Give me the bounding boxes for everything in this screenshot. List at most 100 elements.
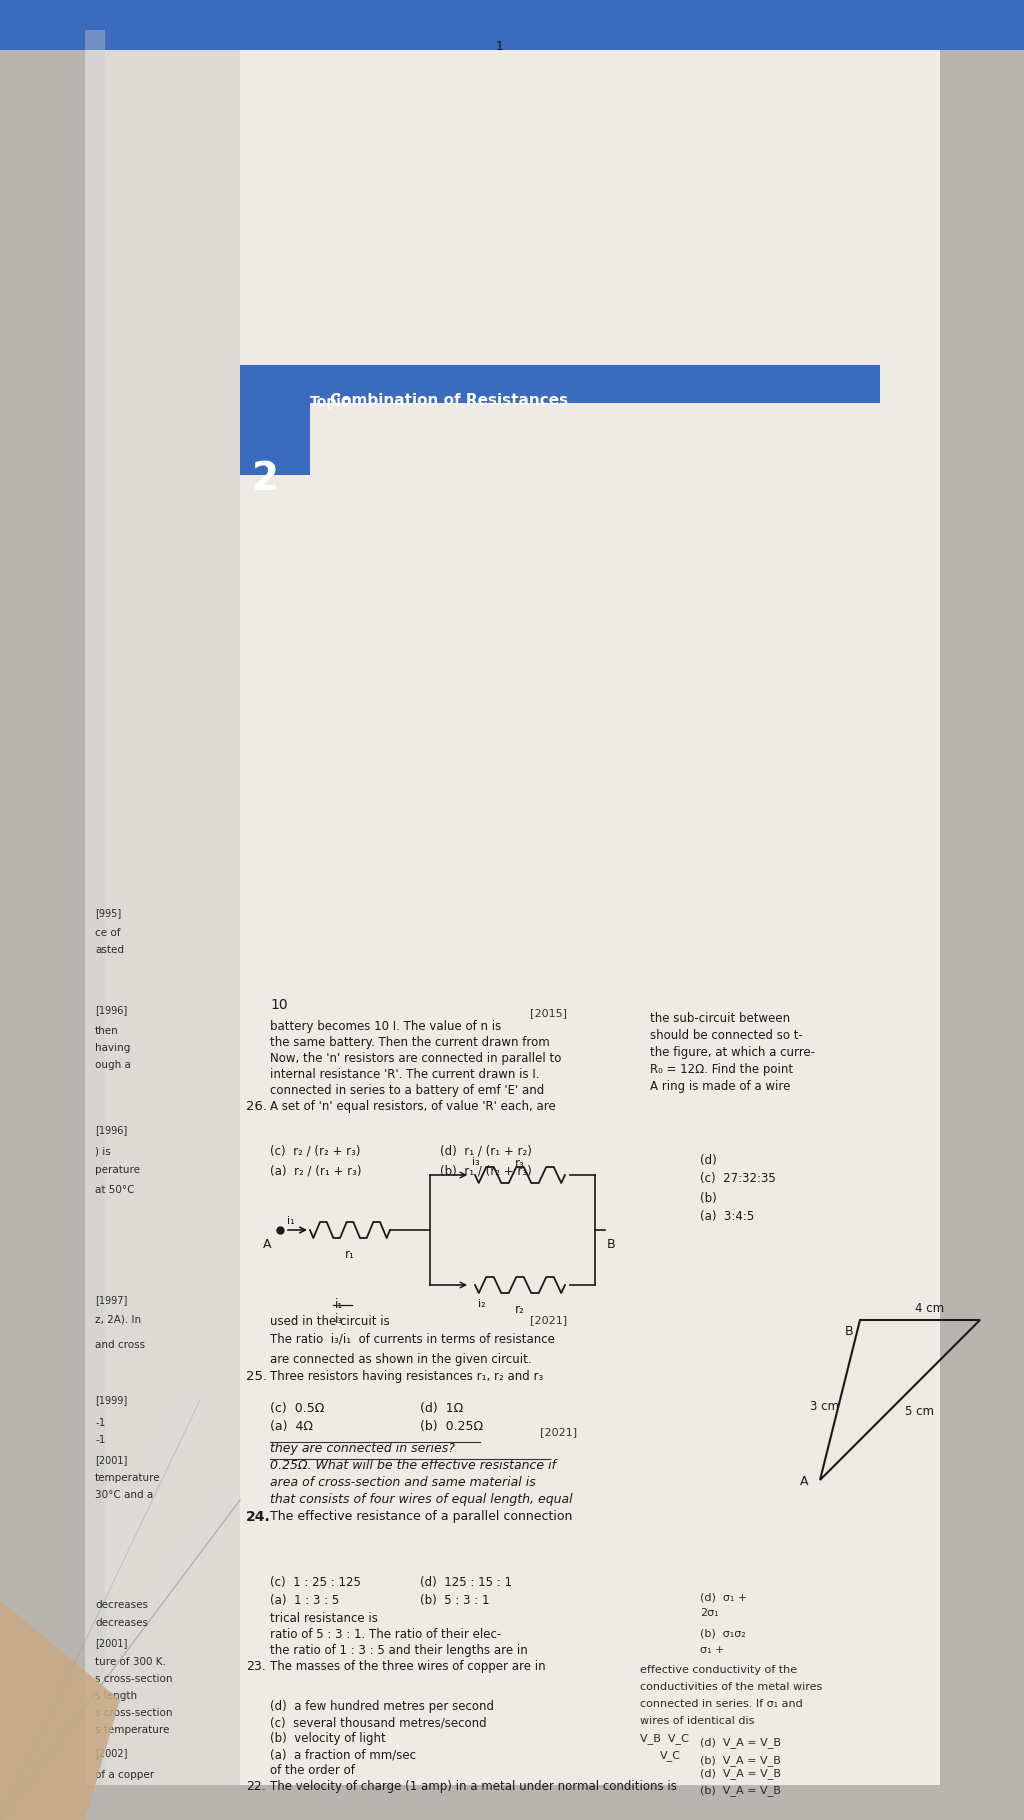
- Text: r₃: r₃: [515, 1158, 525, 1170]
- Text: Three resistors having resistances r₁, r₂ and r₃: Three resistors having resistances r₁, r…: [270, 1370, 544, 1383]
- Text: (a)  r₂ / (r₁ + r₃): (a) r₂ / (r₁ + r₃): [270, 1165, 361, 1178]
- Text: at 50°C: at 50°C: [95, 1185, 134, 1196]
- Text: 4 cm: 4 cm: [915, 1301, 944, 1316]
- Text: (d): (d): [700, 1154, 717, 1167]
- Text: (b)  V_A = V_B: (b) V_A = V_B: [700, 1785, 781, 1796]
- Text: ture of 300 K.: ture of 300 K.: [95, 1656, 166, 1667]
- Text: The velocity of charge (1 amp) in a metal under normal conditions is: The velocity of charge (1 amp) in a meta…: [270, 1780, 677, 1793]
- Text: decreases: decreases: [95, 1618, 148, 1629]
- Text: Combination of Resistances: Combination of Resistances: [330, 393, 568, 408]
- Text: -1: -1: [95, 1418, 105, 1429]
- Text: should be connected so t-: should be connected so t-: [650, 1028, 803, 1043]
- Text: wires of identical dis: wires of identical dis: [640, 1716, 755, 1725]
- Text: (b)  σ₁σ₂: (b) σ₁σ₂: [700, 1629, 745, 1638]
- Text: 25.: 25.: [246, 1370, 267, 1383]
- Text: asted: asted: [95, 945, 124, 956]
- Text: the sub-circuit between: the sub-circuit between: [650, 1012, 791, 1025]
- Text: σ₁ +: σ₁ +: [700, 1645, 724, 1654]
- Text: (a)  3:4:5: (a) 3:4:5: [700, 1210, 755, 1223]
- Text: having: having: [95, 1043, 130, 1054]
- Text: (d)  V_A = V_B: (d) V_A = V_B: [700, 1736, 781, 1747]
- Text: [2002]: [2002]: [95, 1747, 128, 1758]
- Text: (b): (b): [700, 1192, 717, 1205]
- Bar: [240, 395, 310, 475]
- Text: perature: perature: [95, 1165, 140, 1176]
- Text: The ratio  i₃/i₁  of currents in terms of resistance: The ratio i₃/i₁ of currents in terms of …: [270, 1332, 555, 1347]
- Text: (b)  V_A = V_B: (b) V_A = V_B: [700, 1754, 781, 1765]
- Text: [1996]: [1996]: [95, 1125, 127, 1136]
- Text: s temperature: s temperature: [95, 1725, 169, 1734]
- Text: (a)  a fraction of mm/sec: (a) a fraction of mm/sec: [270, 1747, 416, 1762]
- Text: [2015]: [2015]: [530, 1008, 567, 1017]
- Text: that consists of four wires of equal length, equal: that consists of four wires of equal len…: [270, 1492, 572, 1505]
- Text: 0.25Ω. What will be the effective resistance if: 0.25Ω. What will be the effective resist…: [270, 1460, 556, 1472]
- Text: area of cross-section and same material is: area of cross-section and same material …: [270, 1476, 536, 1489]
- Text: B: B: [845, 1325, 854, 1338]
- Text: (c)  r₂ / (r₂ + r₃): (c) r₂ / (r₂ + r₃): [270, 1145, 360, 1158]
- Text: s cross-section: s cross-section: [95, 1707, 172, 1718]
- Text: (a)  4Ω: (a) 4Ω: [270, 1420, 313, 1432]
- Text: of a copper: of a copper: [95, 1771, 155, 1780]
- Text: i₁: i₁: [287, 1216, 295, 1227]
- Text: the figure, at which a curre-: the figure, at which a curre-: [650, 1046, 815, 1059]
- Text: 10: 10: [270, 997, 288, 1012]
- Text: (b)  0.25Ω: (b) 0.25Ω: [420, 1420, 483, 1432]
- Text: The effective resistance of a parallel connection: The effective resistance of a parallel c…: [270, 1511, 572, 1523]
- Text: (b)  velocity of light: (b) velocity of light: [270, 1733, 386, 1745]
- Text: i₃: i₃: [472, 1158, 480, 1167]
- Text: V_B  V_C: V_B V_C: [640, 1733, 689, 1744]
- Text: (c)  several thousand metres/second: (c) several thousand metres/second: [270, 1716, 486, 1729]
- Text: B: B: [607, 1238, 615, 1250]
- Text: -1: -1: [95, 1434, 105, 1445]
- Text: i₁: i₁: [335, 1298, 343, 1310]
- Text: 1: 1: [496, 40, 504, 53]
- Text: ) is: ) is: [95, 1147, 111, 1158]
- Text: then: then: [95, 1026, 119, 1036]
- Text: (c)  1 : 25 : 125: (c) 1 : 25 : 125: [270, 1576, 360, 1589]
- Text: 22.: 22.: [246, 1780, 266, 1793]
- Text: (c)  0.5Ω: (c) 0.5Ω: [270, 1401, 325, 1414]
- Text: 2: 2: [252, 460, 279, 499]
- Text: used in the circuit is: used in the circuit is: [270, 1316, 390, 1329]
- Text: Topic: Topic: [310, 395, 350, 410]
- Text: 30°C and a: 30°C and a: [95, 1491, 154, 1500]
- Bar: [0, 0, 1024, 49]
- Bar: [240, 366, 880, 402]
- Text: [1999]: [1999]: [95, 1394, 127, 1405]
- Text: ough a: ough a: [95, 1059, 131, 1070]
- Text: of the order of: of the order of: [270, 1764, 355, 1776]
- Text: A: A: [800, 1474, 809, 1489]
- Text: z, 2A). In: z, 2A). In: [95, 1316, 141, 1325]
- Text: 2σ₁: 2σ₁: [700, 1609, 719, 1618]
- Text: they are connected in series?: they are connected in series?: [270, 1441, 455, 1454]
- Text: A ring is made of a wire: A ring is made of a wire: [650, 1079, 791, 1094]
- Text: internal resistance 'R'. The current drawn is I.: internal resistance 'R'. The current dra…: [270, 1068, 540, 1081]
- Text: the same battery. Then the current drawn from: the same battery. Then the current drawn…: [270, 1036, 550, 1048]
- Text: [1996]: [1996]: [95, 1005, 127, 1016]
- Text: and cross: and cross: [95, 1340, 145, 1350]
- Text: [995]: [995]: [95, 908, 121, 917]
- Bar: [85, 29, 105, 1785]
- Text: R₀ = 12Ω. Find the point: R₀ = 12Ω. Find the point: [650, 1063, 794, 1076]
- Text: (b)  r₁ / (r₂ + r₃): (b) r₁ / (r₂ + r₃): [440, 1165, 531, 1178]
- Text: [2001]: [2001]: [95, 1638, 127, 1647]
- Text: i₃: i₃: [335, 1312, 343, 1327]
- Text: Now, the 'n' resistors are connected in parallel to: Now, the 'n' resistors are connected in …: [270, 1052, 561, 1065]
- Text: ratio of 5 : 3 : 1. The ratio of their elec-: ratio of 5 : 3 : 1. The ratio of their e…: [270, 1629, 502, 1642]
- Text: 23.: 23.: [246, 1660, 266, 1673]
- Text: battery becomes 10 I. The value of n is: battery becomes 10 I. The value of n is: [270, 1019, 502, 1034]
- Text: (d)  V_A = V_B: (d) V_A = V_B: [700, 1767, 781, 1778]
- Polygon shape: [0, 1600, 120, 1820]
- Text: The masses of the three wires of copper are in: The masses of the three wires of copper …: [270, 1660, 546, 1673]
- Text: temperature: temperature: [95, 1472, 161, 1483]
- Text: 5 cm: 5 cm: [905, 1405, 934, 1418]
- Text: are connected as shown in the given circuit.: are connected as shown in the given circ…: [270, 1352, 531, 1367]
- Bar: [85, 29, 240, 1785]
- Text: r₁: r₁: [345, 1249, 355, 1261]
- Text: effective conductivity of the: effective conductivity of the: [640, 1665, 797, 1674]
- Text: trical resistance is: trical resistance is: [270, 1613, 378, 1625]
- Text: (a)  1 : 3 : 5: (a) 1 : 3 : 5: [270, 1594, 339, 1607]
- Text: connected in series. If σ₁ and: connected in series. If σ₁ and: [640, 1700, 803, 1709]
- Bar: [85, 29, 940, 1785]
- Text: s cross-section: s cross-section: [95, 1674, 172, 1684]
